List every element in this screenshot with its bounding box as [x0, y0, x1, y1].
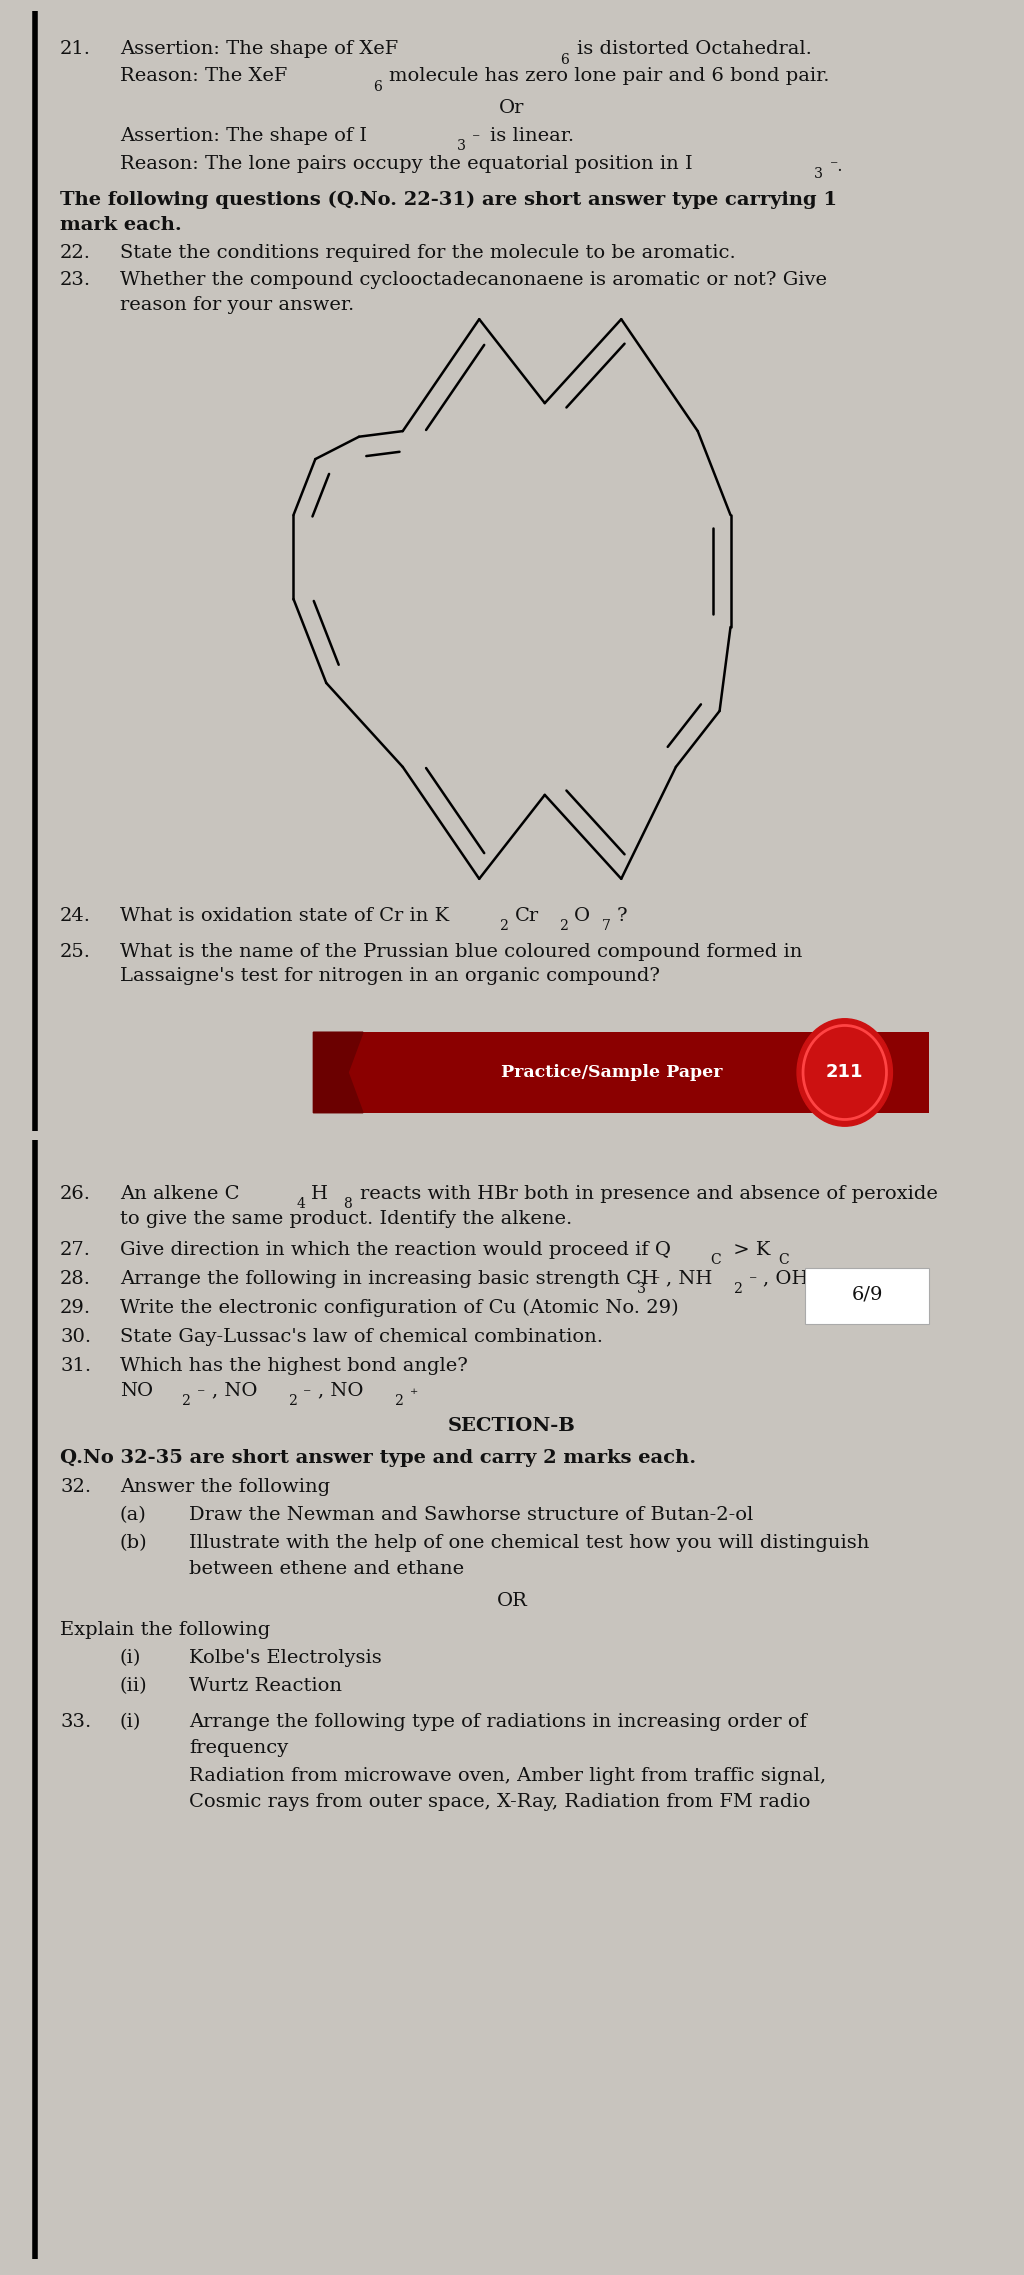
Text: 27.: 27. — [60, 1240, 91, 1258]
Text: 33.: 33. — [60, 1713, 91, 1731]
Text: Arrange the following type of radiations in increasing order of: Arrange the following type of radiations… — [189, 1713, 807, 1731]
Text: C: C — [711, 1254, 721, 1267]
Text: 3: 3 — [814, 166, 823, 182]
Text: Lassaigne's test for nitrogen in an organic compound?: Lassaigne's test for nitrogen in an orga… — [120, 967, 659, 985]
FancyBboxPatch shape — [805, 1269, 929, 1324]
Text: Assertion: The shape of I: Assertion: The shape of I — [120, 127, 367, 146]
Text: 2: 2 — [289, 1395, 297, 1408]
Text: 6: 6 — [373, 80, 382, 93]
Text: Reason: The XeF: Reason: The XeF — [120, 68, 287, 86]
Text: (ii): (ii) — [120, 1677, 147, 1695]
Text: is linear.: is linear. — [490, 127, 574, 146]
Text: 211: 211 — [826, 1062, 863, 1081]
Text: Answer the following: Answer the following — [120, 1479, 330, 1495]
Text: molecule has zero lone pair and 6 bond pair.: molecule has zero lone pair and 6 bond p… — [389, 68, 829, 86]
Text: Cr: Cr — [515, 908, 539, 926]
Text: OR: OR — [497, 1592, 527, 1611]
Text: mark each.: mark each. — [60, 216, 182, 234]
Text: 8: 8 — [343, 1197, 352, 1210]
Text: , NO: , NO — [212, 1381, 257, 1399]
Text: C: C — [778, 1254, 788, 1267]
Text: 29.: 29. — [60, 1299, 91, 1317]
Text: reacts with HBr both in presence and absence of peroxide: reacts with HBr both in presence and abs… — [360, 1185, 938, 1203]
Circle shape — [797, 1019, 893, 1126]
Text: ⁺: ⁺ — [410, 1385, 418, 1404]
Text: 32.: 32. — [60, 1479, 91, 1495]
Text: ⁻: ⁻ — [750, 1274, 758, 1290]
Text: 30.: 30. — [60, 1329, 91, 1347]
Text: State Gay-Lussac's law of chemical combination.: State Gay-Lussac's law of chemical combi… — [120, 1329, 603, 1347]
Text: 25.: 25. — [60, 942, 91, 960]
Text: (i): (i) — [120, 1649, 141, 1668]
Text: frequency: frequency — [189, 1738, 289, 1756]
Text: 2: 2 — [500, 919, 509, 933]
Text: 21.: 21. — [60, 41, 91, 59]
Text: Q.No 32-35 are short answer type and carry 2 marks each.: Q.No 32-35 are short answer type and car… — [60, 1449, 696, 1467]
Text: between ethene and ethane: between ethene and ethane — [189, 1561, 464, 1577]
Text: 4: 4 — [297, 1197, 305, 1210]
Text: 24.: 24. — [60, 908, 91, 926]
Text: Practice/Sample Paper: Practice/Sample Paper — [501, 1065, 722, 1081]
Text: Radiation from microwave oven, Amber light from traffic signal,: Radiation from microwave oven, Amber lig… — [189, 1768, 826, 1784]
Text: An alkene C: An alkene C — [120, 1185, 240, 1203]
Text: Illustrate with the help of one chemical test how you will distinguish: Illustrate with the help of one chemical… — [189, 1533, 869, 1552]
Text: Reason: The lone pairs occupy the equatorial position in I: Reason: The lone pairs occupy the equato… — [120, 155, 692, 173]
Text: Explain the following: Explain the following — [60, 1622, 270, 1638]
Text: 6/9: 6/9 — [852, 1285, 884, 1304]
Text: ⁻.: ⁻. — [829, 157, 844, 175]
Text: Give direction in which the reaction would proceed if Q: Give direction in which the reaction wou… — [120, 1240, 671, 1258]
Text: 2: 2 — [182, 1395, 191, 1408]
Text: 6: 6 — [560, 52, 568, 66]
Text: Whether the compound cyclooctadecanonaene is aromatic or not? Give: Whether the compound cyclooctadecanonaen… — [120, 271, 826, 289]
FancyBboxPatch shape — [313, 1033, 929, 1112]
Text: 2: 2 — [560, 919, 568, 933]
Text: ⁻: ⁻ — [652, 1274, 660, 1290]
Text: The following questions (Q.No. 22-31) are short answer type carrying 1: The following questions (Q.No. 22-31) ar… — [60, 191, 838, 209]
Text: is distorted Octahedral.: is distorted Octahedral. — [577, 41, 811, 59]
Text: SECTION-B: SECTION-B — [449, 1417, 575, 1436]
Text: Draw the Newman and Sawhorse structure of Butan-2-ol: Draw the Newman and Sawhorse structure o… — [189, 1506, 754, 1524]
Text: Arrange the following in increasing basic strength CH: Arrange the following in increasing basi… — [120, 1269, 657, 1288]
Text: State the conditions required for the molecule to be aromatic.: State the conditions required for the mo… — [120, 243, 735, 262]
Text: Which has the highest bond angle?: Which has the highest bond angle? — [120, 1356, 468, 1374]
Text: , NH: , NH — [666, 1269, 713, 1288]
Text: Cosmic rays from outer space, X-Ray, Radiation from FM radio: Cosmic rays from outer space, X-Ray, Rad… — [189, 1793, 811, 1811]
Text: 31.: 31. — [60, 1356, 91, 1374]
Text: O: O — [573, 908, 590, 926]
Text: 3: 3 — [458, 139, 466, 152]
Text: 2: 2 — [395, 1395, 403, 1408]
Text: (a): (a) — [120, 1506, 146, 1524]
Text: > K: > K — [727, 1240, 770, 1258]
Text: 3: 3 — [637, 1281, 646, 1297]
Text: What is oxidation state of Cr in K: What is oxidation state of Cr in K — [120, 908, 449, 926]
Text: 22.: 22. — [60, 243, 91, 262]
Text: 23.: 23. — [60, 271, 91, 289]
Text: Assertion: The shape of XeF: Assertion: The shape of XeF — [120, 41, 398, 59]
Text: What is the name of the Prussian blue coloured compound formed in: What is the name of the Prussian blue co… — [120, 942, 802, 960]
Text: to give the same product. Identify the alkene.: to give the same product. Identify the a… — [120, 1210, 572, 1228]
Text: 28.: 28. — [60, 1269, 91, 1288]
Text: 26.: 26. — [60, 1185, 91, 1203]
Text: ⁻: ⁻ — [472, 132, 480, 148]
Text: (b): (b) — [120, 1533, 147, 1552]
Text: ?: ? — [616, 908, 627, 926]
Text: Write the electronic configuration of Cu (Atomic No. 29): Write the electronic configuration of Cu… — [120, 1299, 678, 1317]
Text: NO: NO — [120, 1381, 153, 1399]
Text: Kolbe's Electrolysis: Kolbe's Electrolysis — [189, 1649, 382, 1668]
Text: reason for your answer.: reason for your answer. — [120, 296, 354, 314]
Text: Or: Or — [500, 98, 524, 116]
Text: (i): (i) — [120, 1713, 141, 1731]
Text: ⁻: ⁻ — [198, 1385, 206, 1404]
Text: H: H — [311, 1185, 329, 1203]
Text: , NO: , NO — [318, 1381, 364, 1399]
Text: 2: 2 — [734, 1281, 743, 1297]
Text: Wurtz Reaction: Wurtz Reaction — [189, 1677, 342, 1695]
Text: 7: 7 — [601, 919, 610, 933]
Text: ⁻: ⁻ — [303, 1385, 311, 1404]
Text: , OH⁻, F⁻: , OH⁻, F⁻ — [763, 1269, 855, 1288]
Polygon shape — [313, 1033, 362, 1112]
